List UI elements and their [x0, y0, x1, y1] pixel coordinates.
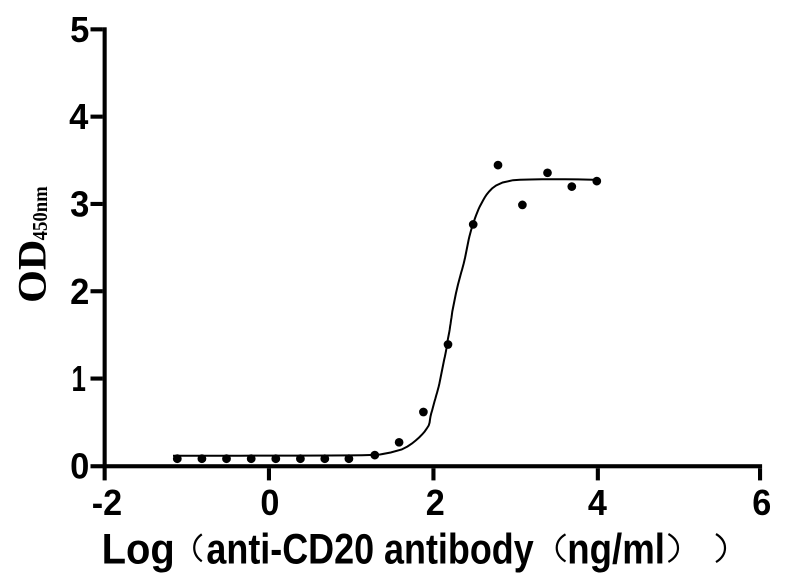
svg-text:4: 4 — [588, 483, 607, 523]
svg-text:6: 6 — [752, 483, 771, 523]
svg-text:1: 1 — [71, 359, 85, 399]
svg-text:2: 2 — [70, 272, 89, 312]
svg-text:OD: OD — [9, 240, 54, 303]
svg-text:Log: Log — [102, 524, 175, 573]
svg-text:0: 0 — [70, 447, 89, 487]
svg-text:2: 2 — [426, 483, 445, 523]
svg-text:5: 5 — [70, 10, 89, 50]
svg-text:4: 4 — [69, 98, 89, 138]
svg-text:0: 0 — [260, 483, 279, 523]
svg-text:anti-CD20 antibody: anti-CD20 antibody — [206, 525, 533, 573]
svg-text:-2: -2 — [92, 483, 122, 523]
svg-text:450nm: 450nm — [29, 186, 52, 240]
svg-text:ng/ml: ng/ml — [567, 526, 665, 573]
svg-text:3: 3 — [70, 185, 89, 225]
